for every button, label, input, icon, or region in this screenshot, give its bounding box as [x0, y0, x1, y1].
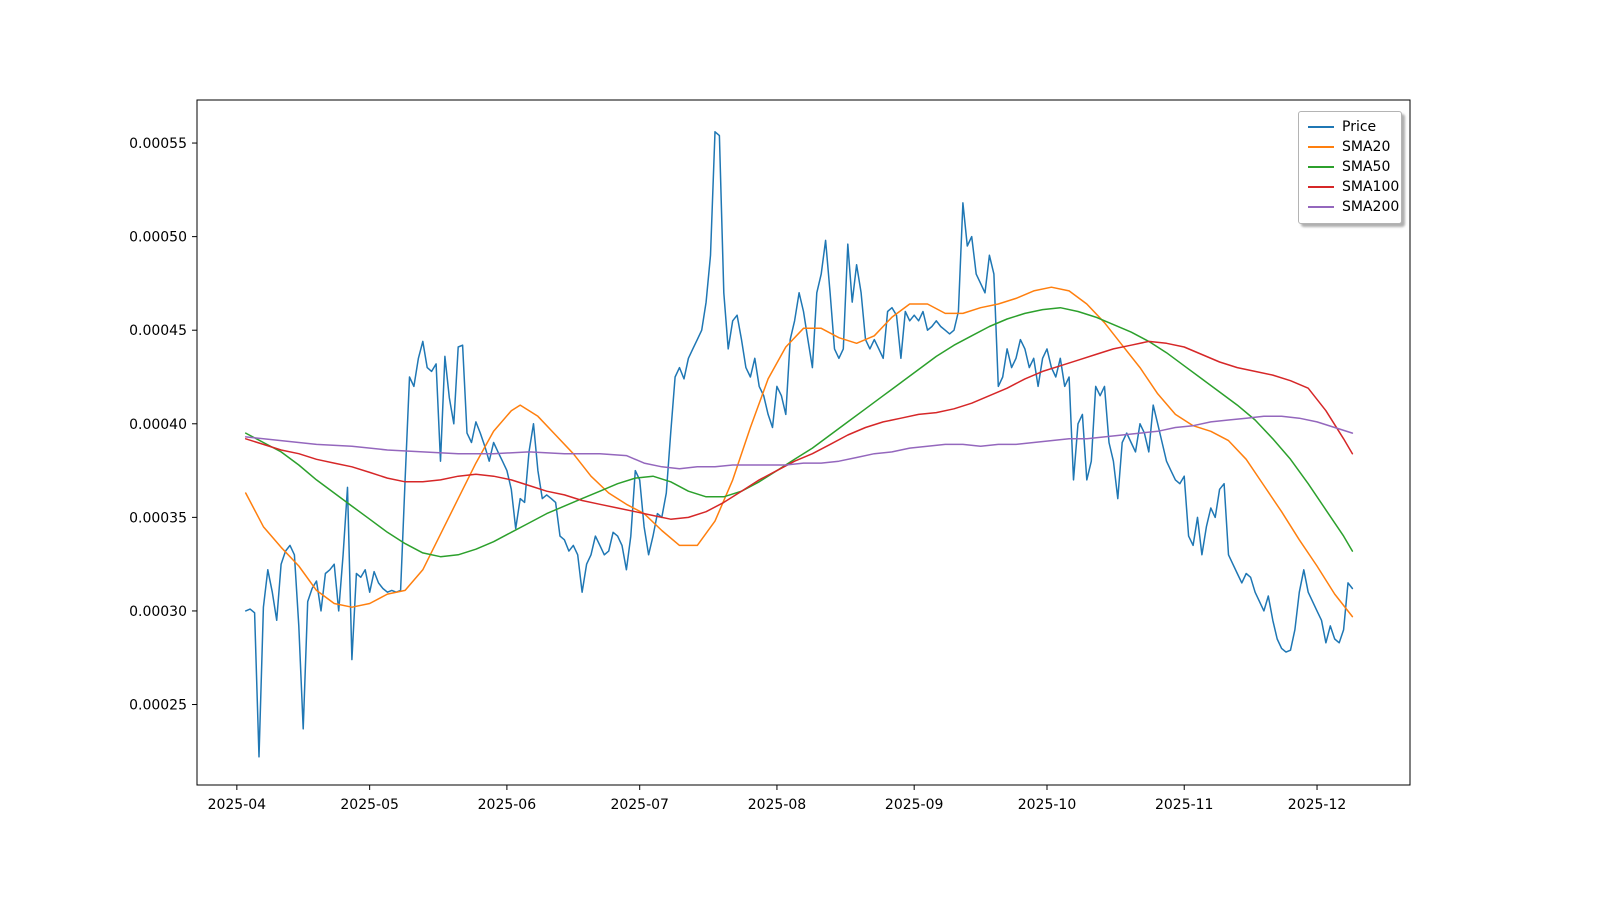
x-tick-label: 2025-07: [610, 797, 669, 813]
legend-entry-sma200: SMA200: [1308, 197, 1399, 217]
series-line-sma200: [244, 415, 1354, 470]
series-line-sma20: [244, 286, 1354, 618]
legend-entry-sma20: SMA20: [1308, 137, 1392, 157]
x-tick-label: 2025-08: [748, 797, 807, 813]
series-line-sma100: [244, 340, 1354, 520]
series-line-sma50: [244, 306, 1354, 558]
x-tick-label: 2025-10: [1018, 797, 1077, 813]
plot-frame: [196, 99, 1411, 786]
y-tick-label: 0.00035: [129, 510, 187, 526]
legend-label-sma200: SMA200: [1342, 199, 1400, 215]
legend-label-sma50: SMA50: [1342, 159, 1391, 175]
legend-entry-sma50: SMA50: [1308, 157, 1392, 177]
x-tick-label: 2025-12: [1288, 797, 1347, 813]
legend-label-sma100: SMA100: [1342, 179, 1400, 195]
legend-line-sample-sma20: [1308, 146, 1334, 148]
legend-entry-sma100: SMA100: [1308, 177, 1399, 197]
legend-line-sample-sma50: [1308, 166, 1334, 168]
y-tick-label: 0.00045: [129, 323, 187, 339]
series-line-price: [244, 131, 1354, 758]
legend-line-sample-sma200: [1308, 206, 1334, 208]
x-tick-label: 2025-04: [208, 797, 267, 813]
y-tick-label: 0.00055: [129, 136, 187, 152]
x-tick-label: 2025-11: [1155, 797, 1214, 813]
x-tick-label: 2025-09: [885, 797, 944, 813]
y-tick-label: 0.00025: [129, 698, 187, 714]
legend-entry-price: Price: [1308, 117, 1392, 137]
legend-label-price: Price: [1342, 119, 1377, 135]
y-tick-label: 0.00050: [129, 230, 187, 246]
legend: Price SMA20 SMA50 SMA100 SMA200: [1298, 111, 1402, 224]
legend-label-sma20: SMA20: [1342, 139, 1391, 155]
x-tick-label: 2025-06: [478, 797, 537, 813]
legend-line-sample-price: [1308, 126, 1334, 128]
legend-line-sample-sma100: [1308, 186, 1334, 188]
x-tick-label: 2025-05: [340, 797, 399, 813]
y-tick-label: 0.00030: [129, 604, 187, 620]
y-tick-label: 0.00040: [129, 417, 187, 433]
